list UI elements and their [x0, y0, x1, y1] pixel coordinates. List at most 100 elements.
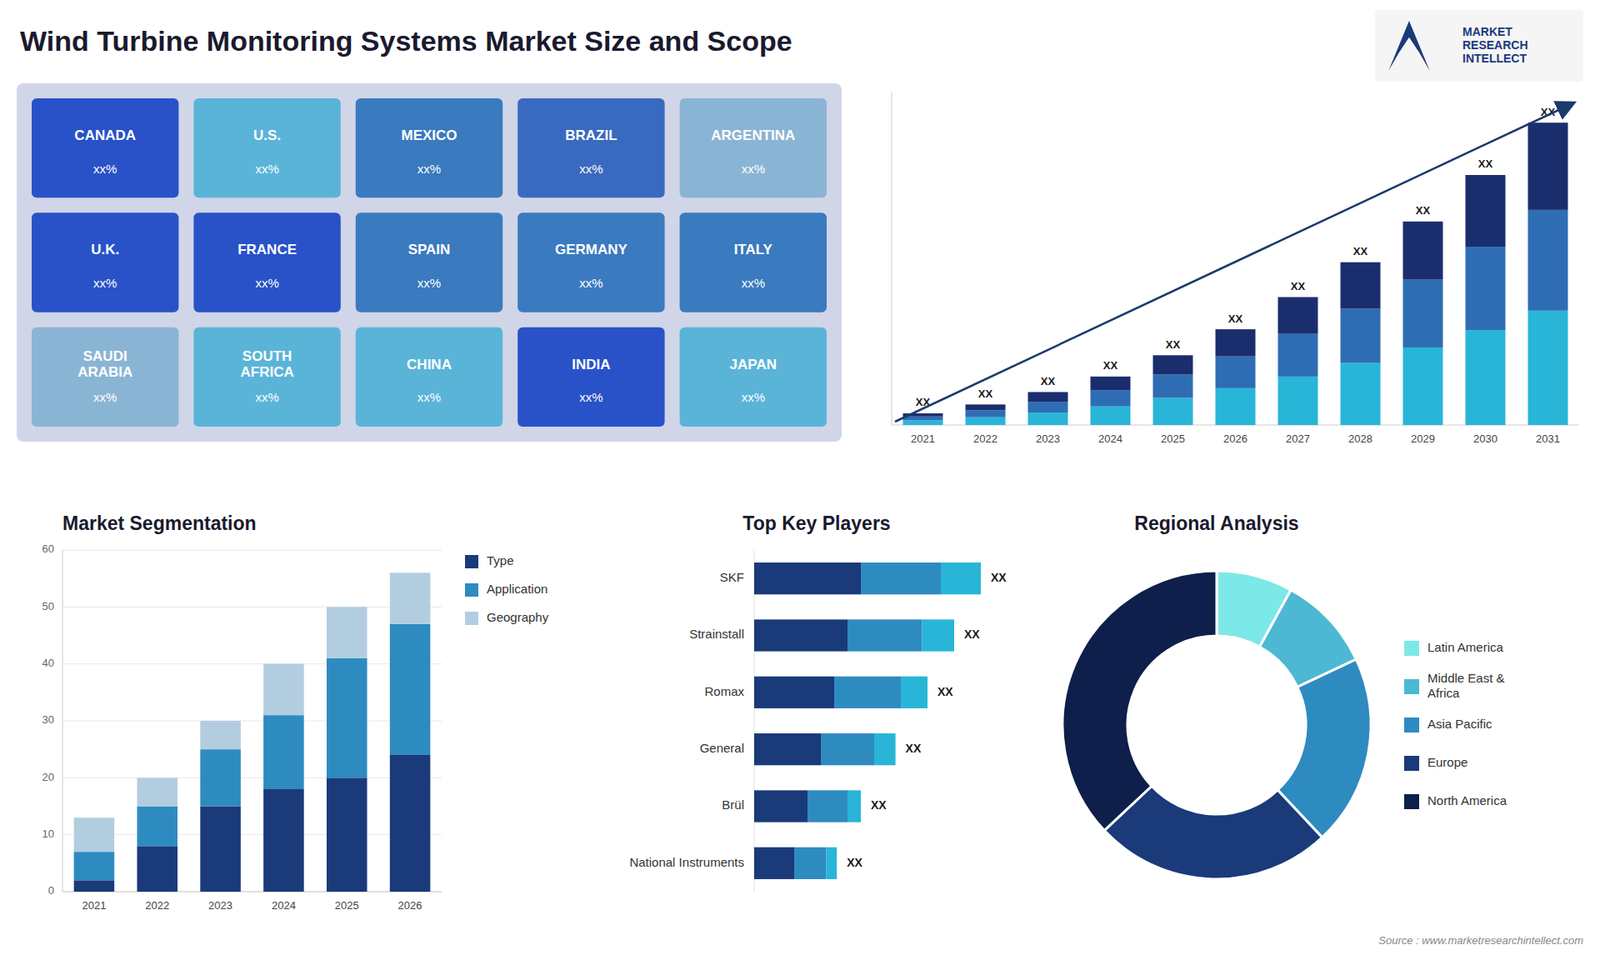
- bar-segment: [74, 880, 115, 892]
- bar-segment: [136, 777, 178, 806]
- pie-chart: Regional AnalysisLatin AmericaMiddle Eas…: [1062, 512, 1508, 880]
- legend-swatch: [1404, 755, 1420, 771]
- bars: [74, 572, 431, 892]
- bar-segment: [200, 806, 241, 893]
- y-tick-label: 20: [42, 770, 55, 784]
- bar-segment: [834, 676, 901, 709]
- country-share: xx%: [417, 390, 441, 405]
- y-axis-line: [62, 550, 64, 892]
- country-share: xx%: [579, 390, 603, 405]
- x-tick-label: 2021: [81, 899, 106, 912]
- country-share: xx%: [417, 275, 441, 290]
- text-line: SAUDI: [83, 348, 128, 365]
- data-label: XX: [964, 627, 980, 641]
- bar-segment: [825, 847, 837, 880]
- data-label: XX: [905, 741, 922, 755]
- y-axis-line: [754, 550, 755, 892]
- bar-segment: [1153, 375, 1194, 399]
- bar-segment: [390, 572, 431, 625]
- chart-title: Top Key Players: [742, 512, 890, 535]
- y-axis-line: [891, 91, 893, 425]
- y-tick-label: 30: [42, 713, 55, 726]
- growth-arrow: [895, 103, 1574, 422]
- bar-segment: [263, 715, 305, 790]
- bar-segment: [900, 676, 928, 709]
- data-label: XX: [1290, 280, 1306, 293]
- horizontal-bar-chart: Top Key PlayersSKFStrainstallRomaxGenera…: [629, 512, 1007, 892]
- y-tick-label: 0: [48, 884, 55, 897]
- bar-segment: [136, 845, 178, 892]
- grid-line: [62, 550, 442, 551]
- country-label: SPAIN: [408, 241, 451, 258]
- bar-segment: [263, 789, 305, 892]
- bar-segment: [754, 619, 848, 651]
- legend-swatch: [1404, 794, 1420, 810]
- text-line: ARABIA: [77, 365, 133, 381]
- country-tile: [193, 327, 340, 427]
- legend-label: North America: [1427, 793, 1508, 808]
- country-tile: [355, 327, 503, 427]
- bar-segment: [965, 404, 1006, 410]
- grid-line: [62, 777, 442, 779]
- bar-segment: [1528, 310, 1569, 425]
- data-label: XX: [870, 798, 887, 812]
- country-label: BRAZIL: [565, 127, 617, 144]
- legend-swatch: [465, 583, 479, 597]
- x-tick-label: 2022: [973, 432, 998, 445]
- country-tile: [680, 212, 827, 312]
- country-tile: [355, 212, 503, 312]
- figure-title: Wind Turbine Monitoring Systems Market S…: [20, 25, 793, 57]
- bar-segment: [200, 720, 241, 750]
- x-tick-label: 2027: [1285, 432, 1310, 445]
- y-tick-label: 60: [42, 542, 55, 555]
- bar-segment: [1090, 406, 1131, 425]
- country-share: xx%: [579, 275, 603, 290]
- map-panel: CANADAxx%U.S.xx%MEXICOxx%BRAZILxx%ARGENT…: [16, 83, 842, 442]
- dashboard: Wind Turbine Monitoring Systems Market S…: [0, 0, 1600, 955]
- text-line: MARKET: [1462, 25, 1513, 39]
- bar-segment: [1153, 397, 1194, 425]
- bar-segment: [903, 416, 944, 421]
- data-label: XX: [1040, 375, 1056, 388]
- bar-segment: [1215, 329, 1256, 357]
- x-axis-line: [62, 891, 442, 893]
- x-tick-label: 2024: [271, 899, 296, 912]
- country-label: INDIA: [571, 356, 610, 373]
- bar-segment: [1278, 334, 1319, 377]
- data-label: XX: [978, 387, 994, 400]
- bars: [903, 122, 1569, 425]
- bar-segment: [903, 420, 944, 425]
- bar-segment: [1340, 363, 1381, 425]
- bar-segment: [74, 817, 115, 852]
- bar-segment: [326, 777, 368, 892]
- x-tick-label: 2025: [335, 899, 360, 912]
- country-tile: [680, 327, 827, 427]
- bar-segment: [754, 562, 861, 595]
- x-tick-label: 2024: [1098, 432, 1123, 445]
- grid-line: [62, 834, 442, 835]
- bar-segment: [860, 562, 941, 595]
- country-share: xx%: [741, 161, 765, 176]
- country-share: xx%: [741, 275, 765, 290]
- text-line: AFRICA: [240, 365, 294, 381]
- bar-chart: 2021202220232024202520262027202820292030…: [891, 91, 1580, 445]
- bar-segment: [200, 749, 241, 806]
- text-line: RESEARCH: [1462, 38, 1529, 52]
- bar-segment: [1090, 376, 1131, 390]
- bar-segment: [847, 790, 861, 822]
- bar-segment: [390, 624, 431, 755]
- pie-slice: [1062, 570, 1217, 831]
- country-share: xx%: [255, 390, 279, 405]
- bar-segment: [1403, 347, 1444, 425]
- bar-segment: [820, 733, 875, 765]
- legend-label: Type: [486, 553, 515, 568]
- country-tile: [517, 98, 665, 198]
- country-share: xx%: [741, 390, 765, 405]
- chart-title: Regional Analysis: [1134, 512, 1299, 535]
- legend-label: Latin America: [1427, 640, 1505, 655]
- bar-segment: [1340, 308, 1381, 363]
- bar-segment: [807, 790, 848, 822]
- data-label: XX: [1415, 204, 1431, 217]
- logo-mark: [1388, 20, 1430, 71]
- country-share: xx%: [579, 161, 603, 176]
